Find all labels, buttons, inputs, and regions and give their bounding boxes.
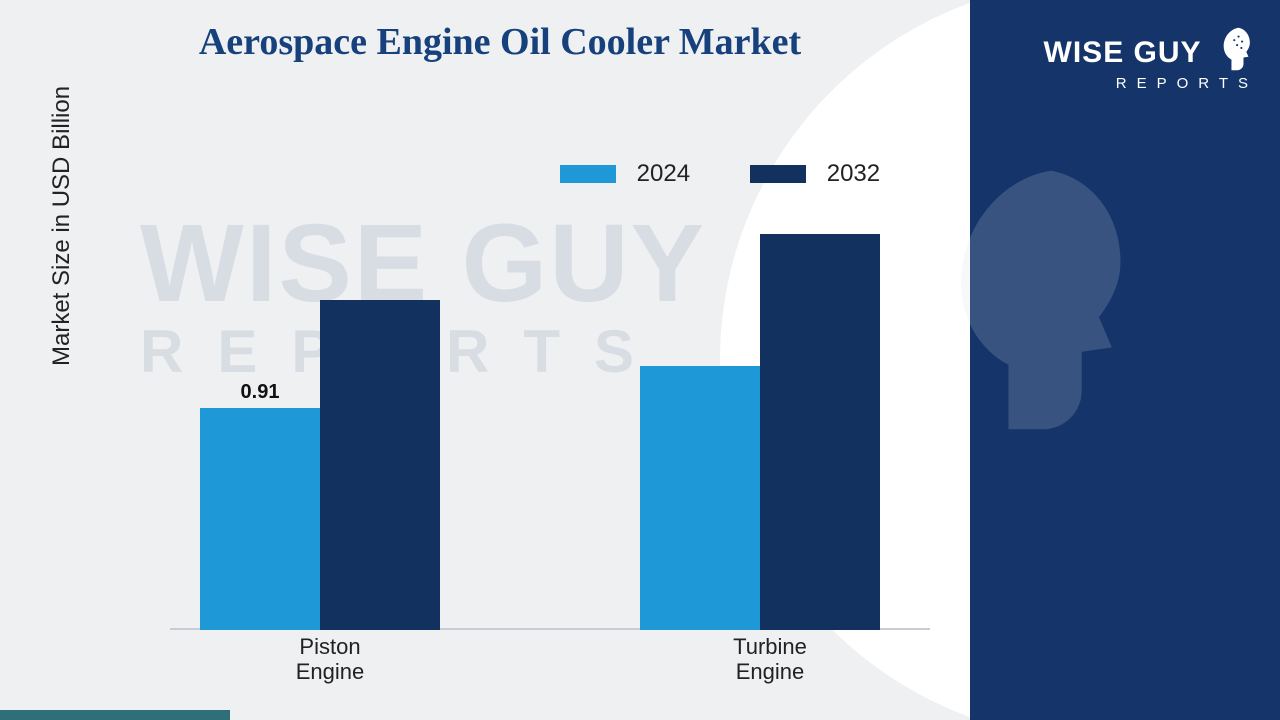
brand-line1: WISE GUY	[1044, 36, 1202, 69]
legend-swatch-2024	[560, 165, 616, 183]
brand-line2: REPORTS	[1044, 76, 1258, 91]
legend-item-2032: 2032	[750, 160, 880, 188]
x-category-label: PistonEngine	[200, 634, 460, 685]
legend-swatch-2032	[750, 165, 806, 183]
brand-logo: WISE GUY REPORTS	[1044, 26, 1258, 91]
bar-2024	[200, 408, 320, 630]
brand-head-icon	[1212, 26, 1258, 72]
chart-title: Aerospace Engine Oil Cooler Market	[120, 20, 880, 64]
legend-label-2032: 2032	[827, 160, 880, 187]
plot-area: 2024 2032 0.91PistonEngineTurbineEngine	[170, 190, 930, 630]
bar-2032	[320, 300, 440, 630]
bar-group-1: TurbineEngine	[640, 190, 900, 630]
bar-group-0: 0.91PistonEngine	[200, 190, 460, 630]
x-category-label: TurbineEngine	[640, 634, 900, 685]
chart-stage: WISE GUY REPORTS Aerospace Engine Oil Co…	[0, 0, 1280, 720]
legend: 2024 2032	[560, 160, 880, 188]
bar-2032	[760, 234, 880, 630]
y-axis-label: Market Size in USD Billion	[48, 86, 76, 366]
legend-label-2024: 2024	[637, 160, 690, 187]
footer-accent	[0, 710, 230, 720]
bar-value-label: 0.91	[200, 381, 320, 404]
watermark-head-icon	[920, 160, 1140, 445]
legend-item-2024: 2024	[560, 160, 690, 188]
bar-2024	[640, 366, 760, 630]
